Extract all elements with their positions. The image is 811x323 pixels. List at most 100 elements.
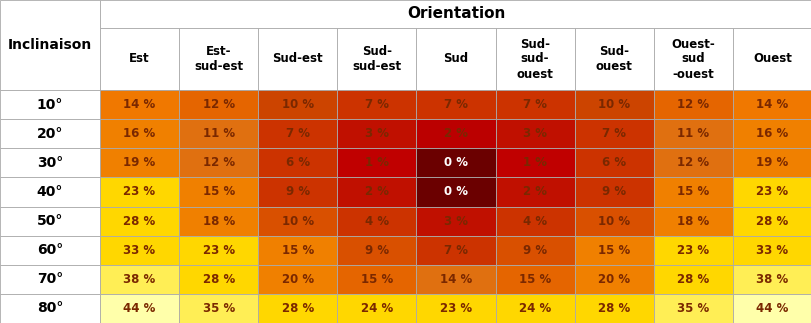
Bar bbox=[258, 177, 337, 206]
Bar bbox=[653, 28, 732, 90]
Bar bbox=[100, 235, 179, 265]
Bar bbox=[337, 265, 416, 294]
Bar bbox=[337, 206, 416, 235]
Bar bbox=[337, 294, 416, 323]
Text: 14 %: 14 % bbox=[755, 98, 787, 111]
Bar bbox=[495, 28, 574, 90]
Text: 0 %: 0 % bbox=[444, 185, 467, 198]
Text: Est-
sud-est: Est- sud-est bbox=[194, 45, 243, 73]
Bar bbox=[495, 148, 574, 177]
Text: 38 %: 38 % bbox=[123, 273, 156, 286]
Bar bbox=[495, 119, 574, 148]
Text: 6 %: 6 % bbox=[285, 156, 310, 169]
Text: 12 %: 12 % bbox=[203, 156, 234, 169]
Text: 38 %: 38 % bbox=[755, 273, 787, 286]
Bar bbox=[416, 265, 495, 294]
Bar bbox=[732, 90, 811, 119]
Bar bbox=[337, 90, 416, 119]
Bar bbox=[574, 235, 653, 265]
Text: 2 %: 2 % bbox=[522, 185, 547, 198]
Text: Sud-est: Sud-est bbox=[272, 53, 323, 66]
Text: 0 %: 0 % bbox=[444, 156, 467, 169]
Bar bbox=[179, 90, 258, 119]
Text: 15 %: 15 % bbox=[202, 185, 234, 198]
Bar bbox=[179, 235, 258, 265]
Bar bbox=[179, 177, 258, 206]
Text: 10 %: 10 % bbox=[598, 214, 629, 228]
Text: 23 %: 23 % bbox=[123, 185, 156, 198]
Bar bbox=[337, 235, 416, 265]
Bar bbox=[179, 28, 258, 90]
Bar bbox=[574, 90, 653, 119]
Bar bbox=[416, 28, 495, 90]
Text: 9 %: 9 % bbox=[602, 185, 625, 198]
Bar bbox=[653, 265, 732, 294]
Text: Orientation: Orientation bbox=[406, 6, 504, 22]
Bar bbox=[653, 90, 732, 119]
Text: 18 %: 18 % bbox=[676, 214, 709, 228]
Bar bbox=[653, 148, 732, 177]
Text: 19 %: 19 % bbox=[755, 156, 787, 169]
Bar bbox=[179, 294, 258, 323]
Bar bbox=[100, 148, 179, 177]
Text: 23 %: 23 % bbox=[676, 244, 709, 257]
Bar bbox=[416, 294, 495, 323]
Bar bbox=[100, 28, 179, 90]
Text: 20 %: 20 % bbox=[281, 273, 314, 286]
Bar bbox=[732, 265, 811, 294]
Text: 12 %: 12 % bbox=[676, 98, 709, 111]
Text: 30°: 30° bbox=[36, 156, 63, 170]
Text: 7 %: 7 % bbox=[364, 98, 388, 111]
Text: 2 %: 2 % bbox=[364, 185, 388, 198]
Text: 10°: 10° bbox=[36, 98, 63, 111]
Text: 16 %: 16 % bbox=[123, 127, 156, 140]
Text: 33 %: 33 % bbox=[756, 244, 787, 257]
Bar bbox=[337, 148, 416, 177]
Text: 44 %: 44 % bbox=[123, 302, 156, 315]
Text: 50°: 50° bbox=[36, 214, 63, 228]
Bar bbox=[0, 90, 100, 119]
Text: 15 %: 15 % bbox=[518, 273, 551, 286]
Bar bbox=[574, 265, 653, 294]
Text: 7 %: 7 % bbox=[285, 127, 309, 140]
Text: 12 %: 12 % bbox=[676, 156, 709, 169]
Text: 60°: 60° bbox=[36, 243, 63, 257]
Bar bbox=[258, 119, 337, 148]
Bar bbox=[495, 294, 574, 323]
Bar bbox=[179, 148, 258, 177]
Text: 24 %: 24 % bbox=[360, 302, 393, 315]
Bar bbox=[337, 119, 416, 148]
Bar bbox=[732, 177, 811, 206]
Text: Ouest: Ouest bbox=[752, 53, 791, 66]
Text: 33 %: 33 % bbox=[123, 244, 156, 257]
Bar bbox=[100, 90, 179, 119]
Text: 15 %: 15 % bbox=[360, 273, 393, 286]
Text: 28 %: 28 % bbox=[755, 214, 787, 228]
Bar bbox=[653, 294, 732, 323]
Text: 7 %: 7 % bbox=[444, 98, 467, 111]
Bar bbox=[653, 119, 732, 148]
Text: 3 %: 3 % bbox=[364, 127, 388, 140]
Bar bbox=[0, 294, 100, 323]
Text: 1 %: 1 % bbox=[364, 156, 388, 169]
Bar bbox=[0, 177, 100, 206]
Text: 35 %: 35 % bbox=[676, 302, 709, 315]
Bar bbox=[574, 148, 653, 177]
Text: 19 %: 19 % bbox=[123, 156, 156, 169]
Text: 23 %: 23 % bbox=[756, 185, 787, 198]
Bar bbox=[416, 235, 495, 265]
Bar bbox=[0, 206, 100, 235]
Text: 70°: 70° bbox=[36, 272, 63, 286]
Bar bbox=[653, 235, 732, 265]
Bar bbox=[179, 265, 258, 294]
Bar bbox=[495, 177, 574, 206]
Bar bbox=[574, 294, 653, 323]
Bar bbox=[574, 206, 653, 235]
Bar bbox=[337, 177, 416, 206]
Text: 28 %: 28 % bbox=[281, 302, 314, 315]
Text: Sud-
sud-est: Sud- sud-est bbox=[352, 45, 401, 73]
Text: 24 %: 24 % bbox=[518, 302, 551, 315]
Text: Ouest-
sud
-ouest: Ouest- sud -ouest bbox=[671, 37, 714, 80]
Text: 20°: 20° bbox=[36, 127, 63, 141]
Text: 9 %: 9 % bbox=[364, 244, 388, 257]
